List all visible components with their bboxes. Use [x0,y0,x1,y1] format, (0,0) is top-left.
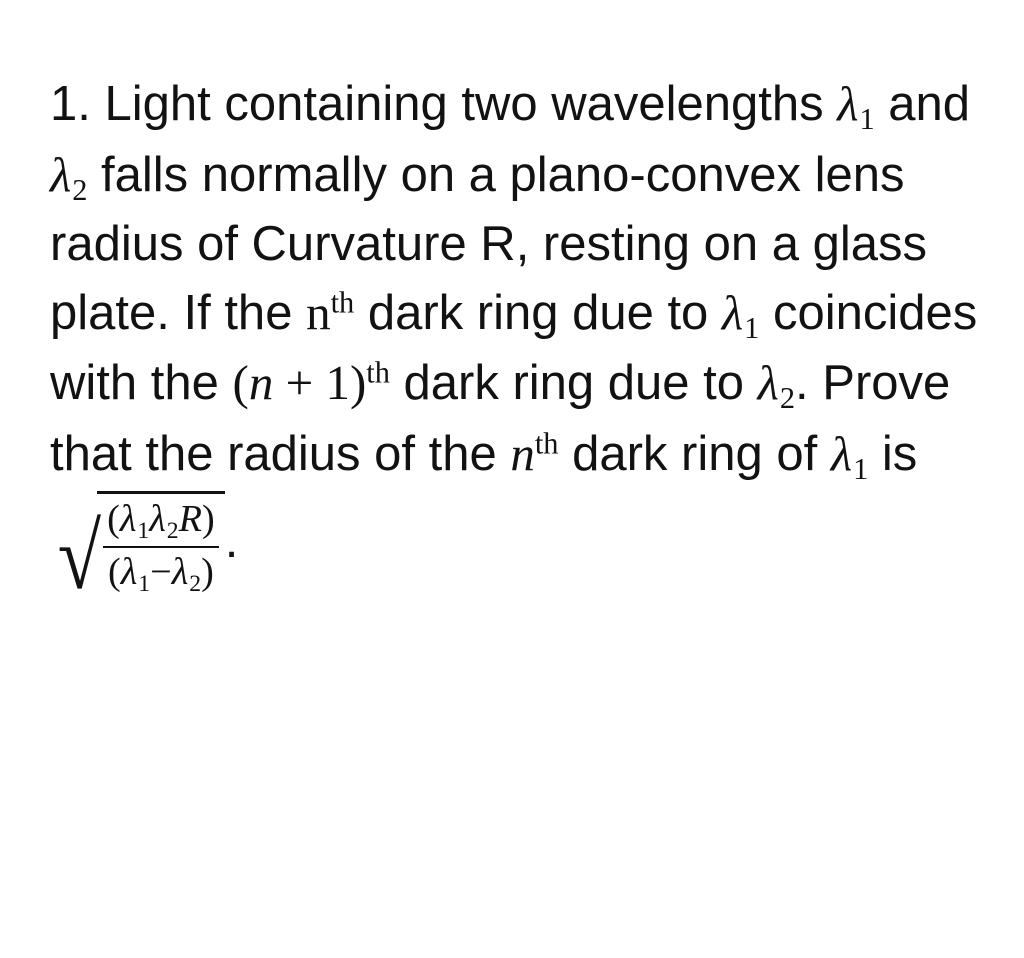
text: and [875,77,970,131]
text: Light containing two wavelengths [104,77,837,131]
text: . [795,356,822,410]
question-text: 1. Light containing two wavelengths λ1 a… [50,70,984,597]
nth-italic: nth [510,426,558,481]
fraction: (λ1λ2R)(λ1−λ2) [103,498,219,597]
radicand: (λ1λ2R)(λ1−λ2) [97,491,225,597]
lambda1: λ1 [831,426,868,481]
full-stop: . [225,514,239,568]
lambda2: λ2 [758,355,795,410]
text: is [868,427,917,481]
page: 1. Light containing two wavelengths λ1 a… [0,0,1024,958]
text: dark ring due to [354,286,722,340]
lambda1: λ1 [837,76,874,131]
text: dark ring of [559,427,831,481]
sqrt-expression: √(λ1λ2R)(λ1−λ2) [50,491,225,597]
lambda1: λ1 [722,285,759,340]
lambda2: λ2 [50,147,87,202]
text: dark ring due to [390,356,758,410]
q-number: 1. [50,77,104,131]
nth: nth [306,285,354,340]
denominator: (λ1−λ2) [103,546,219,597]
n-plus-1-th: (n + 1)th [232,355,389,410]
numerator: (λ1λ2R) [103,498,219,546]
